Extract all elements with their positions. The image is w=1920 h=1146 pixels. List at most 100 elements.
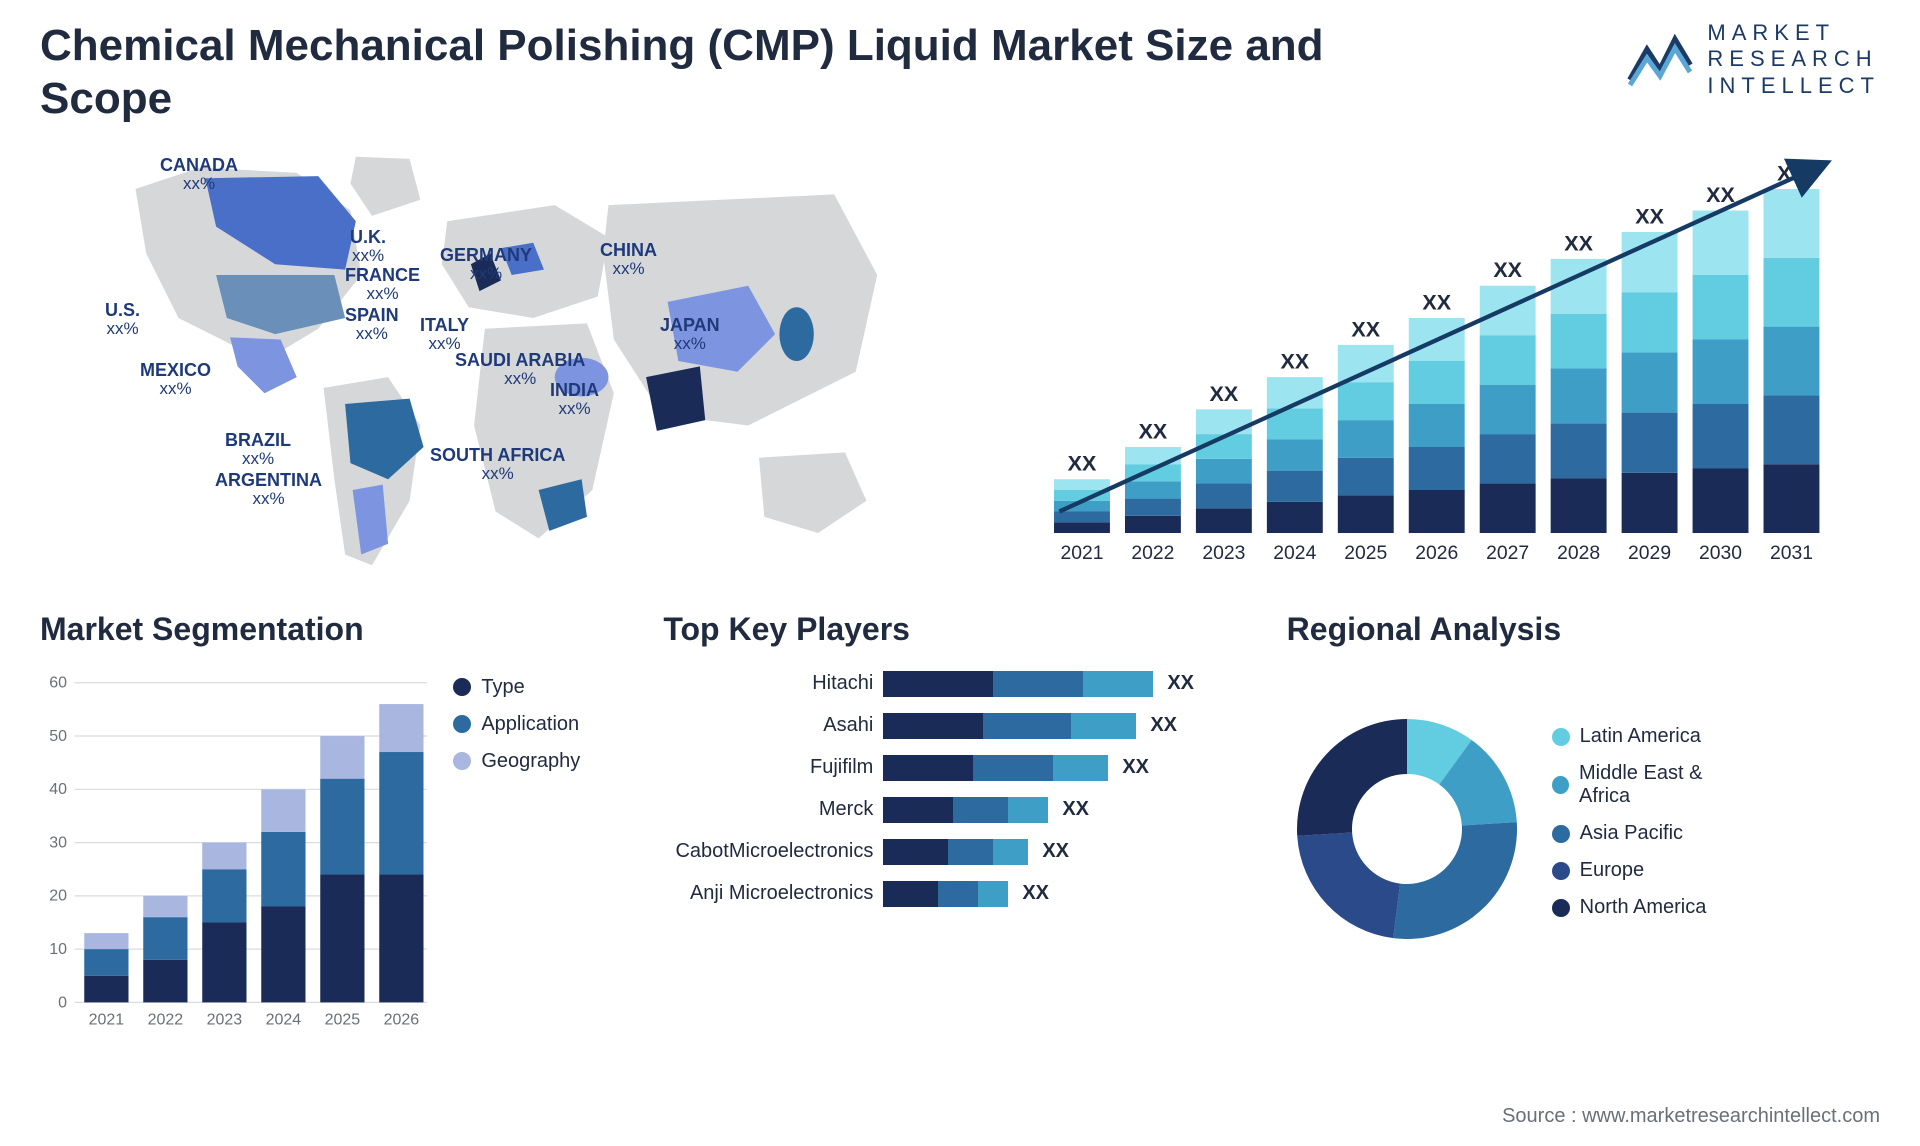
regional-section: Regional Analysis Latin America Middle Ea… — [1287, 611, 1880, 991]
regional-legend-item: Middle East & Africa — [1552, 762, 1752, 808]
svg-text:2029: 2029 — [1628, 541, 1671, 563]
segmentation-chart: 0102030405060202120222023202420252026 — [40, 668, 433, 1042]
regional-legend-item: Asia Pacific — [1552, 822, 1752, 845]
player-row: CabotMicroelectronics XX — [663, 836, 1256, 868]
svg-text:2030: 2030 — [1699, 541, 1742, 563]
svg-text:2028: 2028 — [1557, 541, 1600, 563]
logo-line1: MARKET — [1707, 20, 1835, 45]
svg-text:2021: 2021 — [1060, 541, 1103, 563]
regional-legend-item: Latin America — [1552, 725, 1752, 748]
map-label-canada: CANADAxx% — [160, 156, 238, 194]
logo-mark-icon — [1625, 30, 1695, 90]
svg-text:2024: 2024 — [1273, 541, 1316, 563]
svg-text:0: 0 — [58, 994, 67, 1011]
svg-text:XX: XX — [1209, 381, 1238, 405]
player-bar — [883, 881, 1008, 907]
svg-text:2023: 2023 — [207, 1011, 243, 1028]
players-title: Top Key Players — [663, 611, 1256, 648]
svg-text:2024: 2024 — [266, 1011, 302, 1028]
svg-text:40: 40 — [49, 781, 67, 798]
player-bar — [883, 755, 1108, 781]
player-label: Fujifilm — [663, 756, 883, 779]
svg-text:2027: 2027 — [1486, 541, 1529, 563]
svg-text:XX: XX — [1280, 349, 1309, 373]
segmentation-section: Market Segmentation 01020304050602021202… — [40, 611, 633, 991]
player-bar — [883, 839, 1028, 865]
map-label-france: FRANCExx% — [345, 266, 420, 304]
svg-text:2022: 2022 — [1131, 541, 1174, 563]
map-label-brazil: BRAZILxx% — [225, 431, 291, 469]
player-bar — [883, 671, 1153, 697]
player-label: Anji Microelectronics — [663, 882, 883, 905]
regional-title: Regional Analysis — [1287, 611, 1880, 648]
player-value: XX — [1022, 882, 1049, 905]
svg-text:60: 60 — [49, 674, 67, 691]
logo-line3: INTELLECT — [1707, 73, 1880, 99]
bottom-row: Market Segmentation 01020304050602021202… — [40, 611, 1880, 991]
player-row: Merck XX — [663, 794, 1256, 826]
map-label-south-africa: SOUTH AFRICAxx% — [430, 446, 565, 484]
regional-legend-item: Europe — [1552, 859, 1752, 882]
svg-text:2025: 2025 — [325, 1011, 361, 1028]
svg-text:XX: XX — [1564, 231, 1593, 255]
map-label-spain: SPAINxx% — [345, 306, 399, 344]
svg-text:2025: 2025 — [1344, 541, 1387, 563]
page-title: Chemical Mechanical Polishing (CMP) Liqu… — [40, 20, 1340, 126]
players-list: HitachiXXAsahiXXFujifilmXXMerckXXCabotMi… — [663, 668, 1256, 991]
svg-text:XX: XX — [1706, 182, 1735, 206]
player-label: Merck — [663, 798, 883, 821]
segmentation-legend-item: Type — [453, 676, 633, 699]
logo-line2: RESEARCH — [1707, 46, 1880, 72]
player-bar — [883, 797, 1048, 823]
player-bar — [883, 713, 1136, 739]
segmentation-legend-item: Application — [453, 713, 633, 736]
top-row: CANADAxx%U.S.xx%MEXICOxx%BRAZILxx%ARGENT… — [40, 146, 1880, 576]
player-row: Anji Microelectronics XX — [663, 878, 1256, 910]
regional-legend-item: North America — [1552, 896, 1752, 919]
svg-text:XX: XX — [1139, 419, 1168, 443]
player-label: CabotMicroelectronics — [663, 840, 883, 863]
map-label-japan: JAPANxx% — [660, 316, 720, 354]
source-text: Source : www.marketresearchintellect.com — [1502, 1105, 1880, 1128]
player-value: XX — [1150, 714, 1177, 737]
svg-text:XX: XX — [1635, 204, 1664, 228]
logo-text: MARKET RESEARCH INTELLECT — [1707, 20, 1880, 99]
svg-text:XX: XX — [1351, 317, 1380, 341]
segmentation-title: Market Segmentation — [40, 611, 633, 648]
svg-text:2026: 2026 — [384, 1011, 420, 1028]
map-label-u.k.: U.K.xx% — [350, 228, 386, 266]
svg-text:30: 30 — [49, 834, 67, 851]
svg-text:2022: 2022 — [148, 1011, 184, 1028]
player-value: XX — [1062, 798, 1089, 821]
svg-text:2026: 2026 — [1415, 541, 1458, 563]
svg-text:50: 50 — [49, 728, 67, 745]
map-label-india: INDIAxx% — [550, 381, 599, 419]
map-label-germany: GERMANYxx% — [440, 246, 532, 284]
players-section: Top Key Players HitachiXXAsahiXXFujifilm… — [663, 611, 1256, 991]
svg-text:XX: XX — [1493, 258, 1522, 282]
map-label-u.s.: U.S.xx% — [105, 301, 140, 339]
growth-chart-panel: XX 2021 XX 2022 XX 2023 XX 2024 XX 2025 XX 2026 XX 20… — [1002, 146, 1880, 576]
header: Chemical Mechanical Polishing (CMP) Liqu… — [40, 20, 1880, 126]
svg-text:10: 10 — [49, 941, 67, 958]
player-row: Fujifilm XX — [663, 752, 1256, 784]
svg-text:2023: 2023 — [1202, 541, 1245, 563]
map-label-argentina: ARGENTINAxx% — [215, 471, 322, 509]
regional-donut-chart — [1287, 709, 1527, 949]
player-value: XX — [1122, 756, 1149, 779]
svg-text:2031: 2031 — [1770, 541, 1813, 563]
player-row: Hitachi XX — [663, 668, 1256, 700]
player-value: XX — [1042, 840, 1069, 863]
growth-chart: XX 2021 XX 2022 XX 2023 XX 2024 XX 2025 XX 2026 XX 20… — [1002, 146, 1880, 576]
svg-text:XX: XX — [1422, 290, 1451, 314]
brand-logo: MARKET RESEARCH INTELLECT — [1625, 20, 1880, 99]
map-label-italy: ITALYxx% — [420, 316, 469, 354]
svg-text:XX: XX — [1068, 451, 1097, 475]
player-row: Asahi XX — [663, 710, 1256, 742]
player-label: Hitachi — [663, 672, 883, 695]
svg-text:20: 20 — [49, 887, 67, 904]
segmentation-legend-item: Geography — [453, 750, 633, 773]
player-label: Asahi — [663, 714, 883, 737]
map-label-china: CHINAxx% — [600, 241, 657, 279]
player-value: XX — [1167, 672, 1194, 695]
